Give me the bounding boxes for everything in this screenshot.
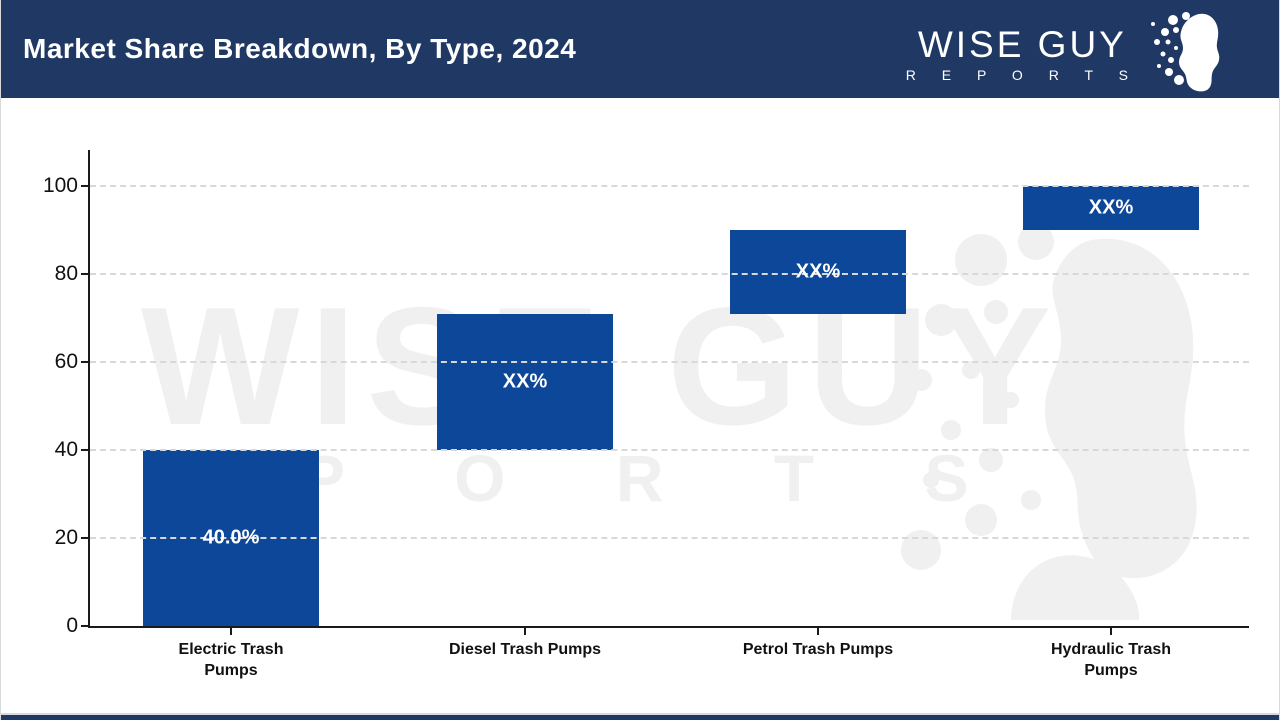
x-tick-label: Petrol Trash Pumps bbox=[742, 641, 894, 658]
y-tick-label: 40 bbox=[54, 438, 78, 461]
y-tick-mark bbox=[81, 273, 88, 275]
brand-logo: WISE GUY R E P O R T S bbox=[905, 12, 1221, 94]
y-tick-label: 0 bbox=[66, 614, 78, 637]
header-bar: Market Share Breakdown, By Type, 2024 WI… bbox=[1, 0, 1279, 98]
x-tick-label: Diesel Trash Pumps bbox=[448, 641, 602, 658]
x-tick-mark bbox=[524, 628, 526, 635]
bar-value-label: XX% bbox=[795, 260, 841, 283]
page-title: Market Share Breakdown, By Type, 2024 bbox=[23, 33, 577, 64]
y-tick-label: 60 bbox=[54, 350, 78, 373]
x-tick-mark bbox=[1110, 628, 1112, 635]
x-tick-label: Hydraulic Trash Pumps bbox=[1050, 641, 1172, 679]
y-tick-label: 20 bbox=[54, 526, 78, 549]
bar-4 bbox=[1023, 186, 1199, 230]
y-tick-mark bbox=[81, 361, 88, 363]
watermark-reports: P O R T S bbox=[301, 441, 1015, 515]
watermark-head-icon bbox=[901, 224, 1197, 620]
footer-accent-bar bbox=[1, 715, 1279, 720]
y-tick-mark bbox=[81, 625, 88, 627]
y-tick-mark bbox=[81, 449, 88, 451]
bar-value-label: XX% bbox=[502, 370, 548, 393]
y-tick-label: 100 bbox=[42, 174, 78, 197]
y-tick-mark bbox=[81, 185, 88, 187]
brand-subtitle: R E P O R T S bbox=[905, 67, 1139, 84]
bar-value-label: 40.0% bbox=[202, 526, 260, 549]
x-tick-mark bbox=[230, 628, 232, 635]
y-axis-line bbox=[88, 150, 90, 628]
y-tick-label: 80 bbox=[54, 262, 78, 285]
logo-head-icon bbox=[1151, 12, 1220, 92]
bar-3 bbox=[730, 230, 906, 314]
bar-value-label: XX% bbox=[1088, 196, 1134, 219]
x-axis-line bbox=[88, 626, 1249, 628]
x-tick-mark bbox=[817, 628, 819, 635]
bottom-divider bbox=[1, 713, 1279, 715]
brand-logo-text: WISE GUY R E P O R T S bbox=[905, 23, 1139, 84]
brand-name: WISE GUY bbox=[917, 23, 1127, 65]
bar-2 bbox=[437, 313, 613, 450]
x-tick-label: Electric Trash Pumps bbox=[178, 641, 284, 679]
y-tick-mark bbox=[81, 537, 88, 539]
